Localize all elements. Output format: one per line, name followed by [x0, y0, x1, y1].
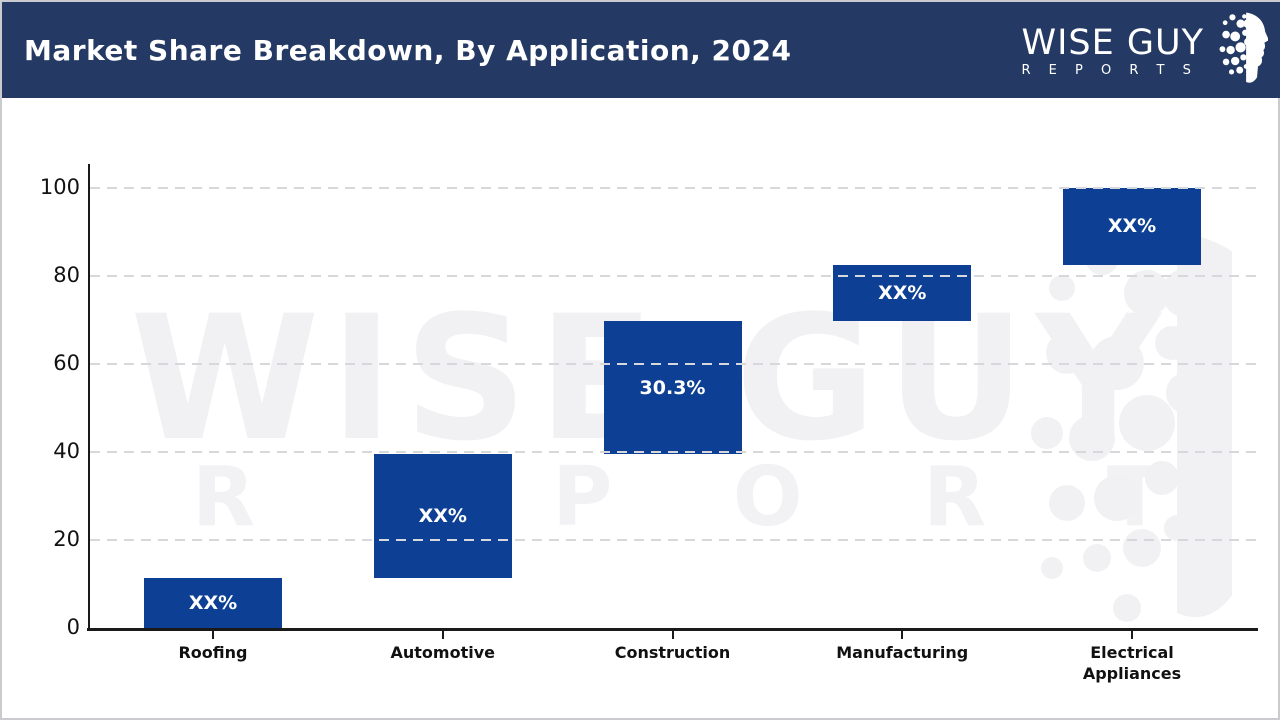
- x-tick-construction: [671, 631, 674, 639]
- y-tick-label-80: 80: [53, 263, 80, 287]
- wiseguy-logo-text: WISE GUY R E P O R T S: [1021, 25, 1204, 78]
- y-tick-label-20: 20: [53, 527, 80, 551]
- bar-value-label-automotive: XX%: [418, 505, 467, 527]
- bar-value-label-roofing: XX%: [188, 591, 238, 614]
- wiseguy-logo: WISE GUY R E P O R T S: [1018, 10, 1268, 92]
- x-tick-manufacturing: [901, 631, 904, 639]
- x-category-label-construction: Construction: [614, 643, 731, 662]
- header-bar: Market Share Breakdown, By Application, …: [2, 2, 1280, 98]
- gridline-60: [90, 363, 1258, 365]
- bar-automotive: XX%: [373, 454, 512, 578]
- logo-reports-label: R E P O R T S: [1021, 62, 1198, 78]
- x-category-label-roofing: Roofing: [178, 643, 248, 662]
- y-tick-label-60: 60: [53, 351, 80, 375]
- y-tick-label-100: 100: [39, 175, 80, 199]
- x-tick-automotive: [441, 631, 444, 639]
- bar-electrical-appliances: XX%: [1063, 188, 1201, 265]
- gridline-20: [90, 539, 1258, 541]
- chart-title: Market Share Breakdown, By Application, …: [24, 33, 792, 67]
- gridline-100: [90, 187, 1258, 189]
- bar-value-label-construction: 30.3%: [639, 376, 706, 399]
- y-tick-label-0: 0: [66, 615, 80, 639]
- logo-wise-guy-label: WISE GUY: [1021, 22, 1204, 63]
- x-axis-line: [87, 628, 1258, 631]
- x-tick-electrical-appliances: [1131, 631, 1133, 639]
- x-category-label-automotive: Automotive: [390, 643, 496, 662]
- bar-roofing: XX%: [144, 577, 282, 628]
- bar-value-label-manufacturing: XX%: [878, 281, 927, 304]
- y-tick-label-40: 40: [53, 439, 80, 463]
- logo-dotted-head-icon: [1219, 12, 1268, 83]
- x-category-label-electrical-appliances: Electrical Appliances: [1082, 643, 1182, 683]
- gridline-80: [90, 275, 1258, 277]
- x-category-label-manufacturing: Manufacturing: [836, 643, 969, 662]
- bar-manufacturing: XX%: [833, 264, 972, 321]
- bar-value-label-electrical-appliances: XX%: [1107, 215, 1157, 238]
- y-axis-line: [88, 164, 90, 631]
- gridline-40: [90, 451, 1258, 453]
- x-tick-roofing: [212, 631, 214, 639]
- bar-construction: 30.3%: [603, 320, 742, 455]
